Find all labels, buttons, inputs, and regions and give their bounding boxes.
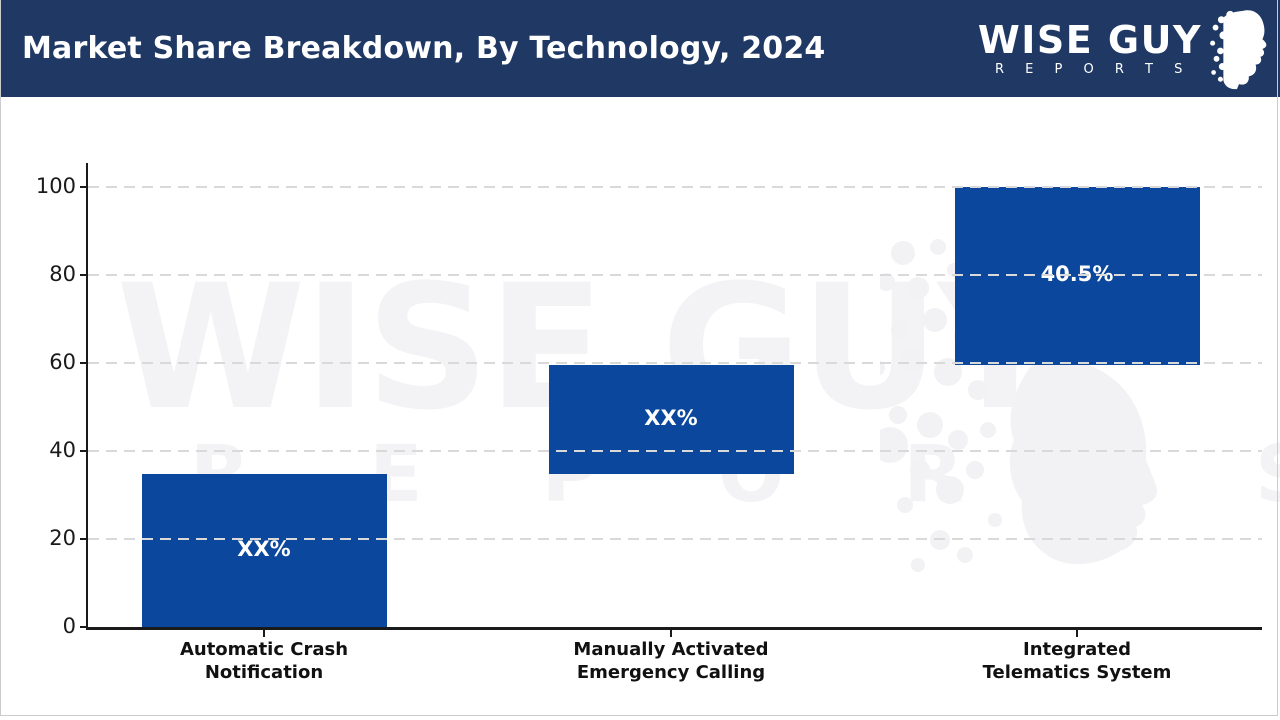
- x-tick-mark: [670, 629, 672, 637]
- bar-value-label: XX%: [644, 405, 698, 430]
- y-tick-mark: [80, 186, 88, 188]
- x-axis-spine: [86, 627, 1262, 630]
- y-tick-label: 80: [49, 262, 76, 286]
- brand-subname: R E P O R T S: [994, 62, 1191, 77]
- bar: [141, 474, 387, 627]
- y-gridline: [88, 538, 1262, 540]
- x-category-label: Integrated Telematics System: [982, 639, 1172, 683]
- y-tick-label: 100: [35, 174, 76, 198]
- watermark-head-icon: [880, 239, 1158, 572]
- y-tick-mark: [80, 538, 88, 540]
- brand-name: WISE GUY: [977, 18, 1202, 62]
- x-tick-mark: [263, 629, 265, 637]
- y-tick-mark: [80, 626, 88, 628]
- page-title: Market Share Breakdown, By Technology, 2…: [22, 31, 826, 66]
- y-gridline: [88, 186, 1262, 188]
- y-tick-label: 60: [49, 350, 76, 374]
- bar: [548, 365, 794, 475]
- y-tick-label: 20: [49, 526, 76, 550]
- y-gridline: [88, 362, 1262, 364]
- y-gridline: [88, 274, 1262, 276]
- brand-logo-text: WISE GUY R E P O R T S: [978, 21, 1202, 76]
- x-category-label: Automatic Crash Notification: [179, 639, 349, 683]
- header-bar: Market Share Breakdown, By Technology, 2…: [0, 0, 1280, 97]
- y-gridline: [88, 450, 1262, 452]
- bar-value-label: XX%: [237, 536, 291, 561]
- x-tick-mark: [1076, 629, 1078, 637]
- wiseguy-head-logo-icon: [1210, 9, 1267, 89]
- brand-logo: WISE GUY R E P O R T S: [978, 8, 1280, 90]
- y-tick-mark: [80, 450, 88, 452]
- y-tick-label: 40: [49, 438, 76, 462]
- y-tick-mark: [80, 362, 88, 364]
- bar: [954, 187, 1200, 366]
- y-tick-mark: [80, 274, 88, 276]
- y-tick-label: 0: [62, 614, 76, 638]
- x-category-label: Manually Activated Emergency Calling: [573, 639, 769, 683]
- y-axis-spine: [86, 163, 88, 629]
